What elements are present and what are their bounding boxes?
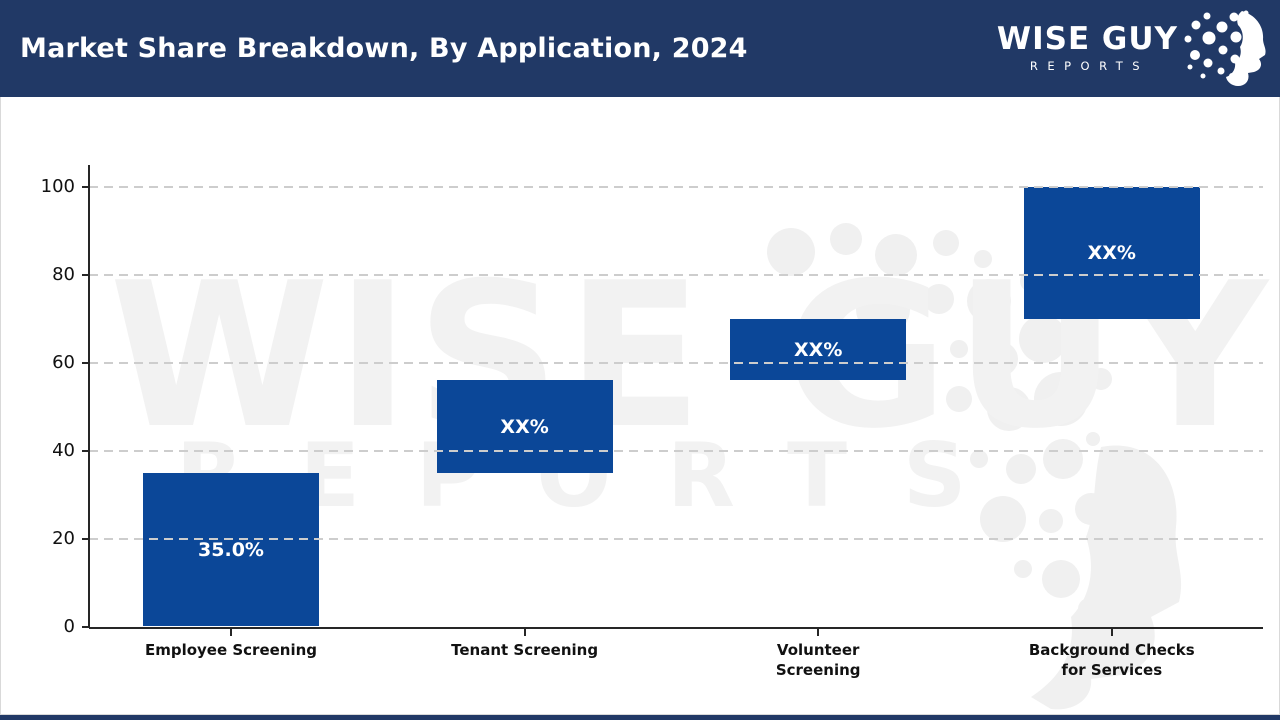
y-tick-label: 0 <box>63 615 75 637</box>
category-label: Employee Screening <box>144 640 318 659</box>
y-tick-mark <box>82 361 89 364</box>
gridline <box>89 537 1263 540</box>
y-axis-line <box>88 165 90 629</box>
category-label: Background Checks for Services <box>1028 640 1195 679</box>
y-tick-mark <box>82 186 89 188</box>
category-label: Tenant Screening <box>451 640 599 659</box>
wiseguy-logo: WISE GUY REPORTS <box>997 9 1266 89</box>
bar-segment <box>1023 187 1200 319</box>
y-tick-label: 80 <box>52 263 75 285</box>
bar-segment <box>730 318 907 381</box>
y-tick-label: 100 <box>40 176 75 197</box>
gridline <box>89 273 1263 276</box>
gridline <box>89 361 1263 364</box>
y-tick-mark <box>82 537 89 540</box>
chart-area: WISE GUY REPORTS 35.0% XX% XX% XX% 0 20 40 60 80… <box>0 97 1280 714</box>
bar-segment <box>436 380 613 473</box>
x-tick-mark <box>523 628 526 636</box>
logo-tagline: REPORTS <box>1029 59 1150 73</box>
y-tick-mark <box>82 625 89 628</box>
x-axis-line <box>89 626 1263 629</box>
bar-segment <box>143 472 319 627</box>
y-tick-label: 20 <box>52 527 75 549</box>
category-label: Volunteer Screening <box>775 640 861 679</box>
y-tick-label: 40 <box>52 439 75 461</box>
x-tick-mark <box>817 628 820 636</box>
gridline <box>89 449 1263 452</box>
wiseguy-face-icon <box>1184 10 1266 86</box>
gridline <box>89 186 1263 188</box>
logo-wordmark: WISE GUY <box>996 21 1178 57</box>
y-tick-mark <box>82 273 89 276</box>
footer-bar <box>0 714 1280 720</box>
x-tick-mark <box>230 628 232 636</box>
chart-title: Market Share Breakdown, By Application, … <box>20 33 748 64</box>
x-tick-mark <box>1110 628 1113 636</box>
y-tick-label: 60 <box>52 351 75 373</box>
report-header: Market Share Breakdown, By Application, … <box>0 0 1280 97</box>
y-tick-mark <box>82 449 89 452</box>
